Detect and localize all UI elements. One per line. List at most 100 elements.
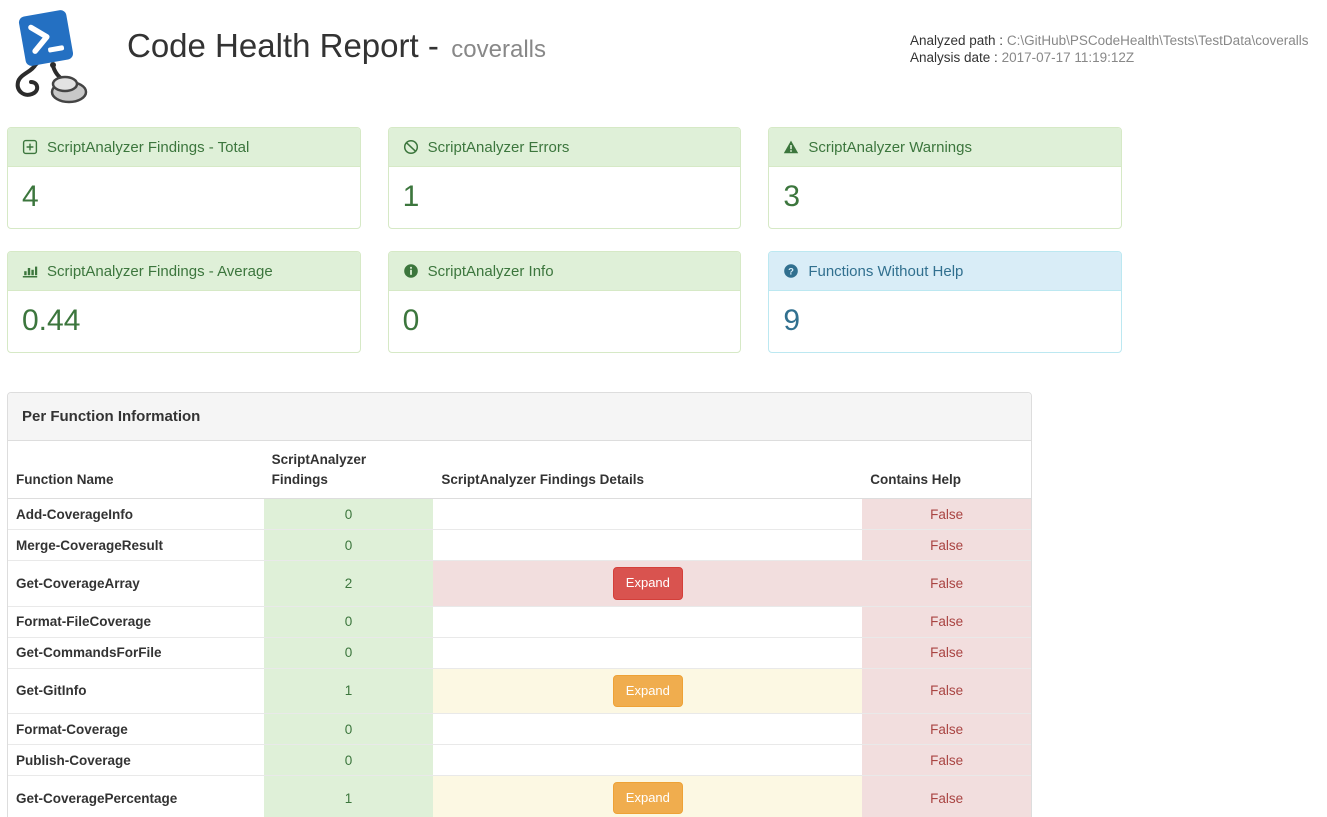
function-name-cell: Format-FileCoverage xyxy=(8,605,264,638)
summary-card-body: 9 xyxy=(769,291,1121,351)
expand-button[interactable]: Expand xyxy=(612,782,683,815)
page-header: Code Health Report - coveralls Analyzed … xyxy=(0,0,1327,120)
findings-count-cell: 0 xyxy=(263,529,434,561)
analyzed-path-label: Analyzed path : xyxy=(910,33,1004,48)
findings-details-cell xyxy=(433,713,863,745)
column-header-function-name: Function Name xyxy=(8,441,264,500)
summary-card-header: ScriptAnalyzer Warnings xyxy=(769,128,1121,167)
analysis-meta: Analyzed path : C:\GitHub\PSCodeHealth\T… xyxy=(910,33,1327,66)
findings-count-cell: 1 xyxy=(263,667,434,714)
title-wrap: Code Health Report - coveralls xyxy=(127,27,546,65)
contains-help-cell: False xyxy=(862,498,1031,530)
table-row: Merge-CoverageResult 0 False xyxy=(8,529,1031,561)
svg-text:?: ? xyxy=(788,266,794,277)
findings-details-cell xyxy=(433,605,863,638)
summary-card-label: Functions Without Help xyxy=(808,262,964,280)
summary-card-findings-average: ScriptAnalyzer Findings - Average 0.44 xyxy=(7,251,361,353)
per-function-table: Function Name ScriptAnalyzer Findings Sc… xyxy=(8,441,1031,817)
warning-triangle-icon xyxy=(783,139,799,155)
table-row: Add-CoverageInfo 0 False xyxy=(8,498,1031,530)
summary-card-functions-without-help: ? Functions Without Help 9 xyxy=(768,251,1122,353)
findings-details-cell xyxy=(433,744,863,776)
summary-card-header: ScriptAnalyzer Findings - Total xyxy=(8,128,360,167)
summary-card-findings-total: ScriptAnalyzer Findings - Total 4 xyxy=(7,127,361,229)
contains-help-cell: False xyxy=(862,744,1031,776)
function-name-cell: Add-CoverageInfo xyxy=(16,506,134,522)
plus-square-icon xyxy=(22,139,38,155)
function-name-cell: Get-GitInfo xyxy=(8,667,264,714)
table-row: Get-CoveragePercentage 1 Expand False xyxy=(8,775,1031,817)
contains-help-cell: False xyxy=(862,560,1031,607)
contains-help-cell: False xyxy=(862,529,1031,561)
table-row: Get-GitInfo 1 Expand False xyxy=(8,667,1031,714)
findings-count-cell: 0 xyxy=(263,713,434,745)
analyzed-path-line: Analyzed path : C:\GitHub\PSCodeHealth\T… xyxy=(910,33,1327,50)
analysis-date-line: Analysis date : 2017-07-17 11:19:12Z xyxy=(910,50,1327,67)
findings-details-cell xyxy=(433,529,863,561)
column-header-details: ScriptAnalyzer Findings Details xyxy=(433,441,863,500)
table-row: Publish-Coverage 0 False xyxy=(8,744,1031,776)
analyzed-path-value: C:\GitHub\PSCodeHealth\Tests\TestData\co… xyxy=(1006,33,1309,48)
contains-help-cell: False xyxy=(862,775,1031,817)
table-row: Get-CoverageArray 2 Expand False xyxy=(8,560,1031,607)
analysis-date-value: 2017-07-17 11:19:12Z xyxy=(1001,49,1135,65)
summary-card-value: 0.44 xyxy=(22,304,81,337)
findings-details-cell xyxy=(433,636,863,669)
summary-card-value: 0 xyxy=(402,304,420,337)
page-subtitle: coveralls xyxy=(451,36,546,63)
summary-card-value: 1 xyxy=(402,180,420,213)
powershell-stethoscope-logo xyxy=(6,6,96,106)
table-row: Get-CommandsForFile 0 False xyxy=(8,636,1031,669)
findings-count-cell: 0 xyxy=(263,605,434,638)
contains-help-cell: False xyxy=(862,605,1031,638)
findings-details-cell: Expand xyxy=(433,667,863,714)
table-row: Format-FileCoverage 0 False xyxy=(8,605,1031,638)
summary-card-errors: ScriptAnalyzer Errors 1 xyxy=(387,127,742,229)
function-name-cell: Format-Coverage xyxy=(8,713,264,745)
info-circle-icon xyxy=(403,263,419,279)
summary-card-info: ScriptAnalyzer Info 0 xyxy=(387,251,742,353)
summary-card-label: ScriptAnalyzer Findings - Total xyxy=(47,138,250,156)
summary-cards: ScriptAnalyzer Findings - Total 4 Script… xyxy=(7,127,1122,353)
summary-card-header: ScriptAnalyzer Errors xyxy=(388,128,741,167)
summary-card-value: 3 xyxy=(783,180,801,213)
expand-button[interactable]: Expand xyxy=(612,674,683,708)
findings-count-cell: 0 xyxy=(263,744,434,776)
findings-count-cell: 0 xyxy=(263,498,434,530)
summary-card-value: 4 xyxy=(22,180,39,213)
summary-card-label: ScriptAnalyzer Warnings xyxy=(808,138,972,156)
ban-icon xyxy=(403,139,419,155)
summary-card-label: ScriptAnalyzer Info xyxy=(427,262,554,280)
summary-card-value: 9 xyxy=(783,304,801,337)
column-header-contains-help: Contains Help xyxy=(862,441,1031,500)
summary-card-header: ScriptAnalyzer Findings - Average xyxy=(8,252,360,291)
findings-details-cell xyxy=(433,499,862,530)
summary-card-header: ? Functions Without Help xyxy=(769,252,1121,291)
function-name-cell: Get-CoveragePercentage xyxy=(8,775,264,817)
per-function-panel-title: Per Function Information xyxy=(8,393,1031,441)
summary-card-body: 0.44 xyxy=(8,291,360,351)
column-header-findings: ScriptAnalyzer Findings xyxy=(263,441,434,500)
function-name-cell: Get-CommandsForFile xyxy=(8,636,264,669)
summary-card-body: 3 xyxy=(769,167,1121,227)
findings-count-cell: 2 xyxy=(263,560,434,607)
powershell-stethoscope-icon xyxy=(15,10,88,104)
findings-count-cell: 0 xyxy=(263,636,434,669)
summary-card-body: 1 xyxy=(389,167,741,227)
findings-count-cell: 1 xyxy=(263,775,434,817)
per-function-panel: Per Function Information Function Name S… xyxy=(7,392,1032,817)
summary-card-header: ScriptAnalyzer Info xyxy=(388,252,741,291)
summary-card-body: 4 xyxy=(8,167,360,227)
question-circle-icon: ? xyxy=(783,263,799,279)
page-title: Code Health Report - xyxy=(127,27,439,64)
findings-details-cell: Expand xyxy=(433,775,863,817)
table-header-row: Function Name ScriptAnalyzer Findings Sc… xyxy=(8,441,1031,500)
summary-card-label: ScriptAnalyzer Errors xyxy=(427,138,570,156)
table-row: Format-Coverage 0 False xyxy=(8,713,1031,745)
summary-card-label: ScriptAnalyzer Findings - Average xyxy=(47,262,273,280)
contains-help-cell: False xyxy=(862,667,1031,714)
function-name-cell: Publish-Coverage xyxy=(8,744,264,776)
bar-chart-icon xyxy=(22,263,38,279)
expand-button[interactable]: Expand xyxy=(612,567,683,600)
summary-card-warnings: ScriptAnalyzer Warnings 3 xyxy=(768,127,1122,229)
